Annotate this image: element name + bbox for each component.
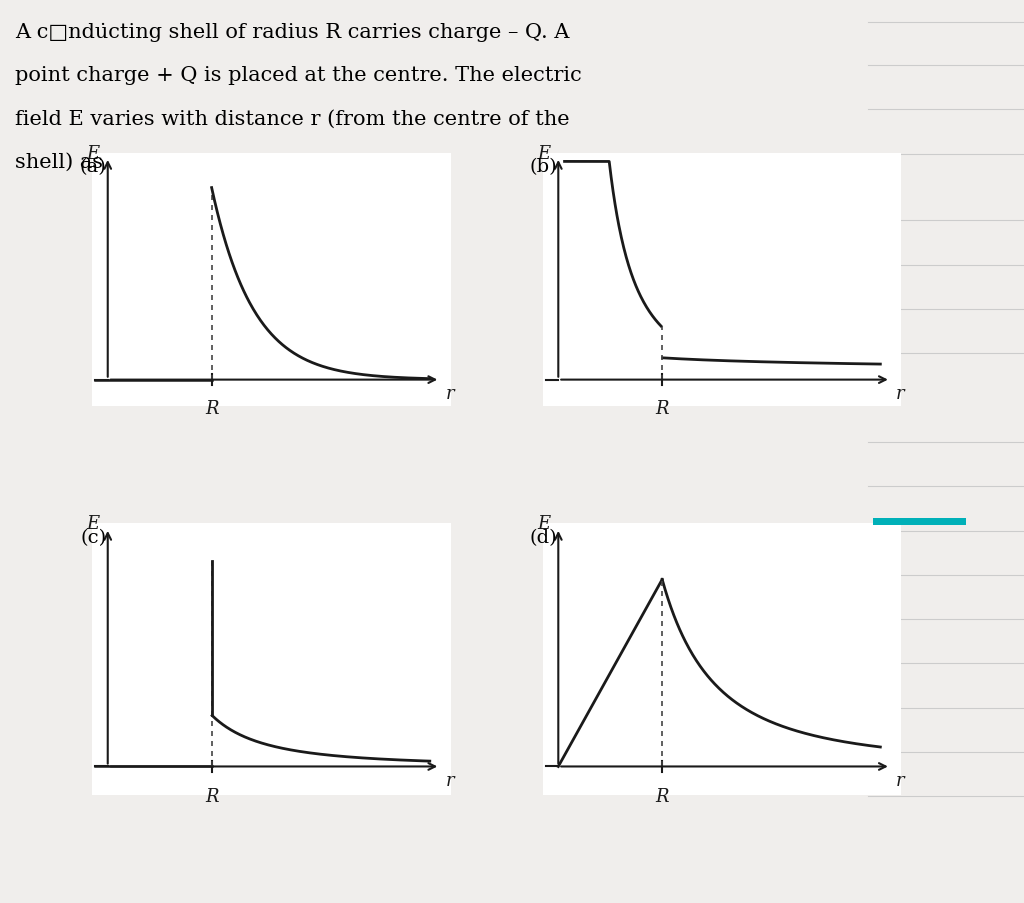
Text: E: E xyxy=(86,144,99,163)
Text: A c□ndu̇cting shell of radius R carries charge – Q. A: A c□ndu̇cting shell of radius R carries … xyxy=(15,23,570,42)
Text: r: r xyxy=(896,771,904,789)
Text: (c): (c) xyxy=(80,528,106,546)
Text: (d): (d) xyxy=(530,528,558,546)
Text: r: r xyxy=(896,385,904,403)
Text: E: E xyxy=(86,515,99,533)
Text: R: R xyxy=(205,399,218,417)
Text: r: r xyxy=(445,385,454,403)
Text: (a): (a) xyxy=(80,158,106,176)
Text: R: R xyxy=(655,399,669,417)
Text: point charge + Q is placed at the centre. The electric: point charge + Q is placed at the centre… xyxy=(15,66,582,85)
Text: (b): (b) xyxy=(530,158,558,176)
Text: R: R xyxy=(655,787,669,805)
Text: E: E xyxy=(537,144,550,163)
Text: R: R xyxy=(205,787,218,805)
Text: field E varies with distance r (from the centre of the: field E varies with distance r (from the… xyxy=(15,109,570,128)
Text: E: E xyxy=(537,515,550,533)
Text: shell) as: shell) as xyxy=(15,153,103,172)
Text: r: r xyxy=(445,771,454,789)
